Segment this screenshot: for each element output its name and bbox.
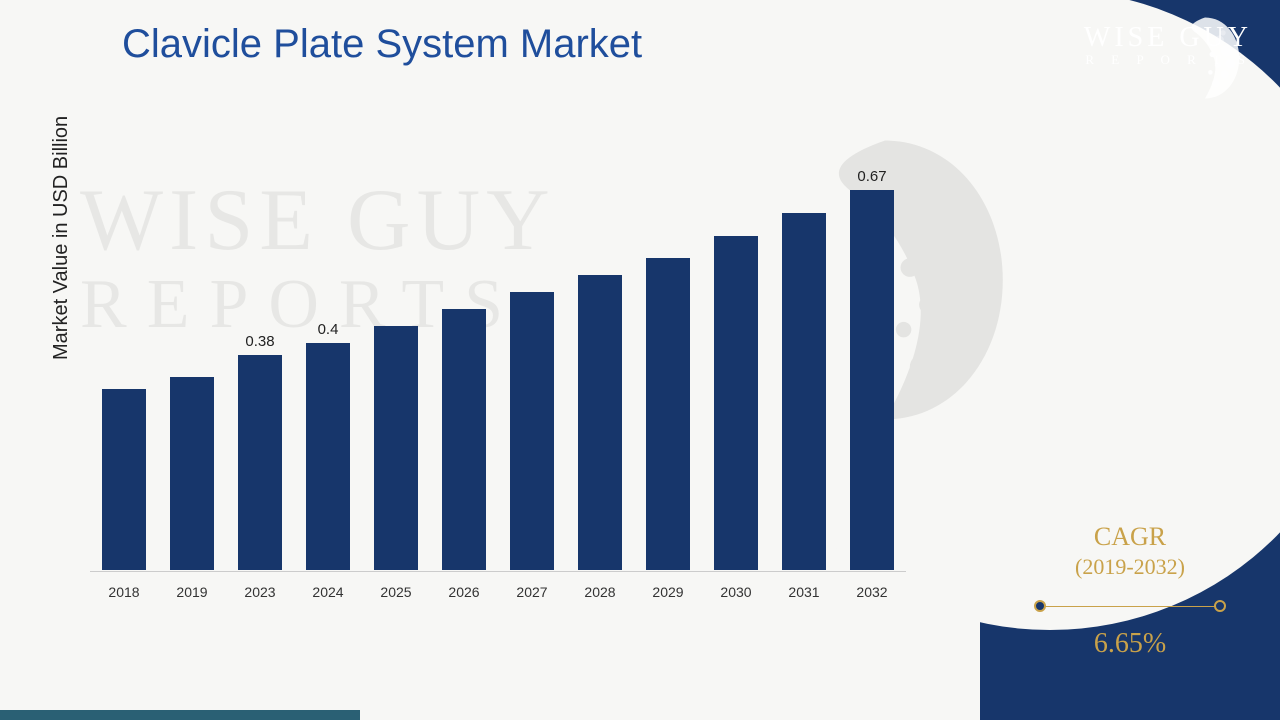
bar-slot xyxy=(362,304,430,570)
x-tick-label: 2028 xyxy=(566,584,634,600)
cagr-sep-dot-left xyxy=(1034,600,1046,612)
cagr-value: 6.65% xyxy=(1020,628,1240,660)
logo-text-line1: WISE GUY xyxy=(1084,22,1252,54)
bar xyxy=(374,326,418,570)
x-tick-label: 2023 xyxy=(226,584,294,600)
x-tick-label: 2025 xyxy=(362,584,430,600)
bar xyxy=(578,275,622,570)
bar-slot: 0.4 xyxy=(294,321,362,570)
bar-value-label: 0.4 xyxy=(318,321,339,339)
bar xyxy=(238,355,282,570)
cagr-range: (2019-2032) xyxy=(1020,554,1240,580)
bar-slot xyxy=(702,214,770,570)
x-tick-label: 2032 xyxy=(838,584,906,600)
brand-logo: WISE GUY R E P O R T S xyxy=(1084,22,1252,68)
bar xyxy=(850,190,894,570)
infographic-canvas: WISE GUY R E P O R T S Clavicle Plate Sy… xyxy=(0,0,1280,720)
x-tick-label: 2030 xyxy=(702,584,770,600)
x-tick-label: 2026 xyxy=(430,584,498,600)
bar xyxy=(782,213,826,570)
cagr-sep-dot-right xyxy=(1214,600,1226,612)
cagr-block: CAGR (2019-2032) 6.65% xyxy=(1020,522,1240,660)
x-axis-labels: 2018201920232024202520262027202820292030… xyxy=(90,584,910,600)
x-tick-label: 2031 xyxy=(770,584,838,600)
bar xyxy=(170,377,214,570)
bar xyxy=(714,236,758,570)
bar-slot: 0.67 xyxy=(838,168,906,570)
cagr-sep-line xyxy=(1040,606,1220,607)
bar-slot xyxy=(158,355,226,570)
bar-slot xyxy=(770,191,838,570)
bar xyxy=(510,292,554,570)
logo-text-line2: R E P O R T S xyxy=(1084,52,1252,68)
bar xyxy=(102,389,146,570)
bar-slot xyxy=(430,287,498,570)
bar-value-label: 0.38 xyxy=(245,333,274,351)
bar-chart: 0.38 0.4 0.67 2018201920232024202520262027… xyxy=(90,140,910,600)
bar xyxy=(442,309,486,570)
y-axis-label: Market Value in USD Billion xyxy=(50,116,73,360)
bars-container: 0.38 0.4 0.67 xyxy=(90,140,910,570)
x-axis-line xyxy=(90,571,906,572)
x-tick-label: 2029 xyxy=(634,584,702,600)
cagr-label: CAGR xyxy=(1020,522,1240,552)
x-tick-label: 2018 xyxy=(90,584,158,600)
x-tick-label: 2019 xyxy=(158,584,226,600)
bar-slot: 0.38 xyxy=(226,333,294,570)
bar-value-label: 0.67 xyxy=(857,168,886,186)
bar-slot xyxy=(566,253,634,570)
chart-title: Clavicle Plate System Market xyxy=(122,22,642,67)
bar xyxy=(646,258,690,570)
bar-slot xyxy=(634,236,702,570)
cagr-separator xyxy=(1040,594,1220,618)
bar xyxy=(306,343,350,570)
bottom-accent-strip xyxy=(0,710,360,720)
bar-slot xyxy=(498,270,566,570)
x-tick-label: 2024 xyxy=(294,584,362,600)
bar-slot xyxy=(90,367,158,570)
x-tick-label: 2027 xyxy=(498,584,566,600)
